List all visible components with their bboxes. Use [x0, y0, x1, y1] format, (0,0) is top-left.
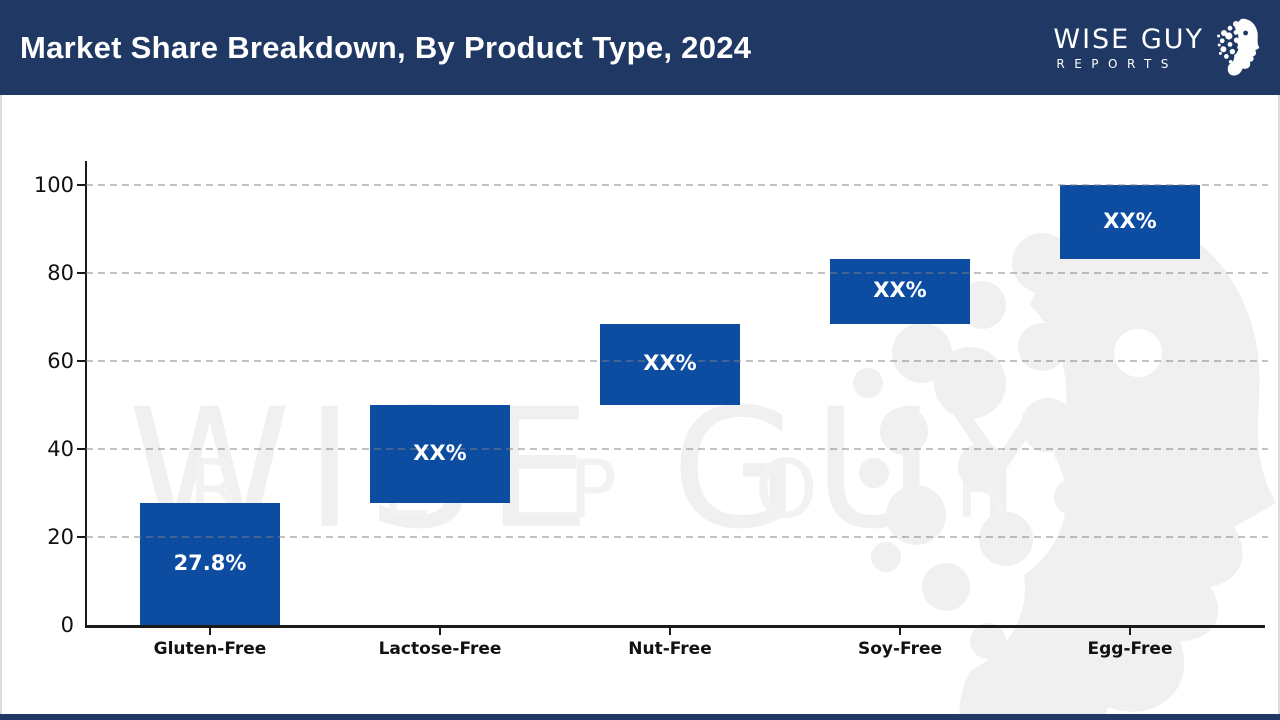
bar-value-label: XX% — [413, 440, 467, 465]
bar-soy-free[interactable] — [830, 258, 970, 324]
chart-area: WISE GUY R E P O R T S 27.8%Gluten-FreeX… — [0, 95, 1280, 720]
y-tick-mark — [77, 184, 85, 186]
y-tick-mark — [77, 360, 85, 362]
bar-nut-free[interactable] — [600, 323, 740, 405]
y-tick-mark — [77, 448, 85, 450]
x-tick-mark — [1129, 628, 1131, 635]
x-tick-mark — [209, 628, 211, 635]
y-tick-label-80: 80 — [47, 261, 74, 285]
bar-gluten-free[interactable] — [140, 502, 280, 625]
logo-wordmark: WISE GUY — [1053, 23, 1204, 55]
watermark-face-icon — [853, 209, 1276, 720]
y-tick-label-20: 20 — [47, 525, 74, 549]
x-tick-mark — [439, 628, 441, 635]
bar-value-label: XX% — [1103, 208, 1157, 233]
y-tick-label-60: 60 — [47, 349, 74, 373]
gridline-20 — [86, 536, 1268, 538]
page-title: Market Share Breakdown, By Product Type,… — [20, 29, 752, 65]
wise-guy-logo: WISE GUY REPORTS — [1053, 8, 1266, 88]
logo-text: WISE GUY REPORTS — [1053, 26, 1204, 70]
x-tick-label-lactose-free: Lactose-Free — [378, 639, 502, 659]
logo-subtitle: REPORTS — [1056, 56, 1178, 71]
bar-value-label: XX% — [643, 351, 697, 376]
bar-lactose-free[interactable] — [370, 405, 510, 503]
footer-band — [0, 714, 1280, 720]
gridline-100 — [86, 184, 1268, 186]
bar-value-label: 27.8% — [173, 550, 247, 575]
x-tick-label-egg-free: Egg-Free — [1087, 639, 1173, 659]
gridline-80 — [86, 272, 1268, 274]
y-tick-label-40: 40 — [47, 437, 74, 461]
x-tick-label-soy-free: Soy-Free — [857, 639, 943, 659]
y-tick-label-100: 100 — [33, 173, 74, 197]
x-axis-line — [85, 625, 1265, 628]
x-tick-label-gluten-free: Gluten-Free — [153, 639, 267, 659]
bar-value-label: XX% — [873, 278, 927, 303]
header-band: Market Share Breakdown, By Product Type,… — [0, 0, 1280, 95]
x-tick-label-nut-free: Nut-Free — [628, 639, 712, 659]
x-tick-mark — [899, 628, 901, 635]
gridline-60 — [86, 360, 1268, 362]
gridline-40 — [86, 448, 1268, 450]
y-tick-label-0: 0 — [60, 613, 74, 637]
x-tick-mark — [669, 628, 671, 635]
y-tick-mark — [77, 536, 85, 538]
y-axis-line — [85, 161, 87, 627]
y-tick-mark — [77, 272, 85, 274]
bar-egg-free[interactable] — [1060, 185, 1200, 259]
face-profile-icon — [1217, 18, 1260, 76]
